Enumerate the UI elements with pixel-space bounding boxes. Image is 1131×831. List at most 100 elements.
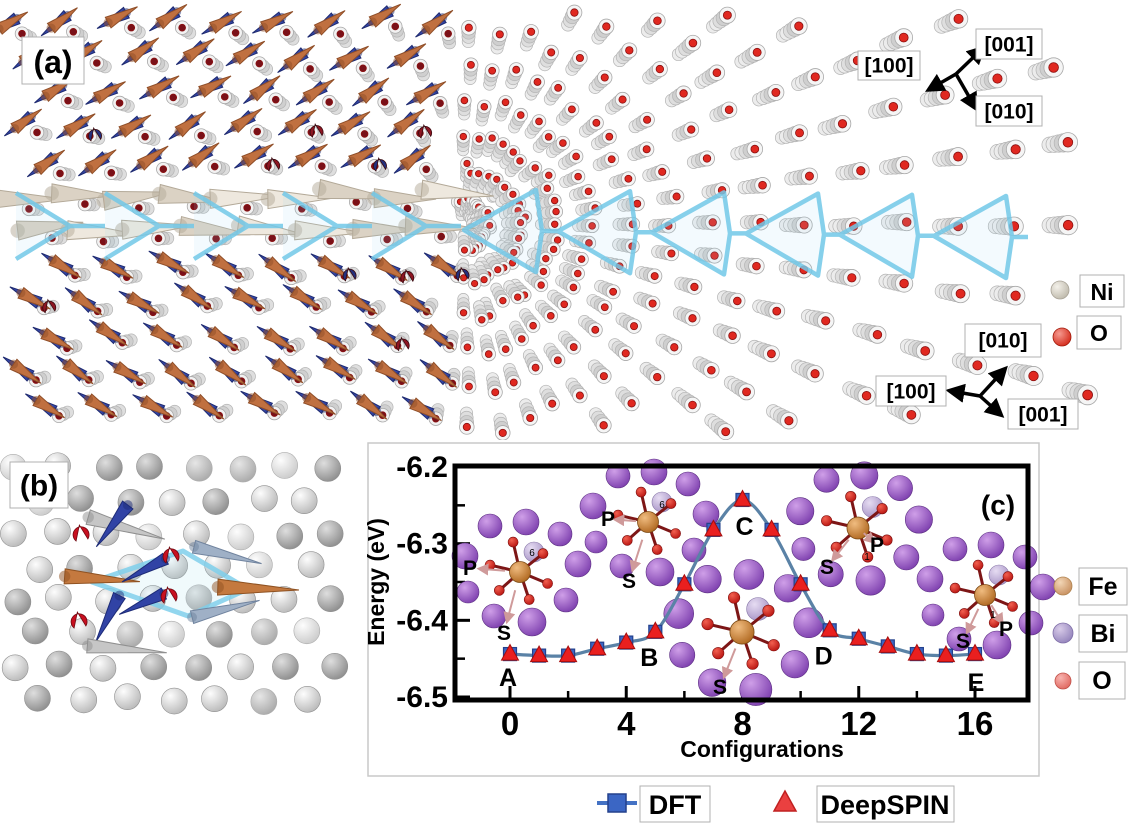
dft-marker-swatch: [607, 793, 627, 813]
o-atom-dot: [625, 46, 634, 55]
o-atom-dot: [742, 387, 751, 397]
spin-cone-orange: [317, 255, 327, 266]
o-atom-dot: [784, 416, 794, 426]
ni-sphere: [96, 454, 123, 481]
o-atom-dot: [758, 180, 767, 190]
o-atom-dot: [509, 148, 517, 156]
o-atom-dot: [467, 60, 475, 69]
o-atom-dot: [953, 13, 964, 24]
o-atom-dot: [464, 23, 473, 32]
spin-teardrop: [162, 545, 180, 564]
o-atom-dot: [501, 345, 510, 354]
o-atom-dot: [550, 196, 559, 205]
o-atom: [972, 559, 984, 571]
panel-a-spin-lattice: (a) [100] [001] [010] Ni O: [0, 3, 1125, 440]
o-atom-dot: [899, 160, 910, 170]
o-atom-dot: [861, 391, 872, 401]
ni-legend-label: Ni: [1091, 279, 1114, 305]
o-atom-dot: [178, 23, 186, 32]
o-atom-dot: [255, 59, 264, 68]
axis-001b-label: [001]: [1018, 404, 1067, 427]
panel-c-border: [367, 442, 1040, 777]
o-atom-dot: [542, 255, 550, 263]
spin-cone-orange: [39, 328, 49, 338]
o-atom-dot: [551, 220, 559, 228]
ni-sphere: [185, 654, 213, 681]
ni-sphere: [297, 551, 325, 578]
y-tick-label: -6.5: [396, 681, 448, 714]
o-atom-dot: [527, 27, 536, 36]
o-atom-dot: [501, 98, 510, 107]
wall-cone: [10, 223, 25, 238]
o-atom-dot: [653, 372, 662, 382]
spin-cone-orange: [315, 328, 325, 338]
s-label: S: [497, 622, 511, 645]
o-atom-dot: [658, 167, 667, 176]
bi-atom: [517, 607, 547, 637]
s-label: S: [956, 630, 970, 653]
spin-cone-orange: [145, 88, 155, 98]
o2-legend-label: O: [1092, 667, 1111, 695]
spin-cone-orange: [264, 257, 274, 267]
o-atom-dot: [771, 88, 781, 97]
s-label: S: [820, 556, 834, 579]
ni-atom-swatch: [1050, 280, 1070, 300]
o-atom-dot: [569, 343, 578, 351]
bi-atom: [916, 565, 944, 593]
atom-index: 1: [990, 610, 996, 621]
o-atom-dot: [210, 162, 219, 171]
o-atom-dot: [463, 159, 471, 168]
o-atom: [881, 534, 893, 546]
spin-cone-orange: [197, 87, 207, 97]
o-atom-dot: [1062, 137, 1074, 148]
spin-arrows: [58, 500, 300, 654]
axis-triad-top-right: [100] [001] [010]: [857, 28, 1043, 127]
ni-sphere: [158, 489, 186, 516]
fe-atom-swatch: [1053, 576, 1073, 596]
o-atom-dot: [499, 140, 507, 148]
spin-cone-orange: [230, 122, 240, 133]
y-tick-label: -6.4: [396, 604, 448, 637]
o-atom-dot: [588, 222, 596, 230]
wall-cone: [96, 193, 111, 208]
o-atom-dot: [724, 105, 734, 115]
spin-cone-orange: [180, 285, 190, 295]
chart-plot: A B C D E: [499, 489, 985, 697]
ni-sphere: [21, 617, 49, 645]
o-atom-dot: [471, 279, 479, 288]
axis-100-box: [857, 50, 921, 81]
p-label: P: [601, 508, 615, 531]
bi-atom: [817, 561, 844, 588]
x-tick-label: 0: [501, 705, 519, 742]
o-atom-dot: [670, 343, 679, 352]
o-atom-dot: [972, 360, 983, 371]
o-atom: [1002, 571, 1014, 582]
spin-cone-orange: [302, 393, 312, 403]
bi-legend-label: Bi: [1091, 620, 1116, 648]
o-atom: [876, 503, 888, 515]
deepspin-legend-box: [816, 785, 955, 823]
o-atom-dot: [383, 235, 391, 244]
axis-010b-label: [010]: [978, 330, 1027, 353]
wall-cone: [414, 182, 430, 197]
spin-teardrop: [266, 156, 281, 172]
bi-atom: [904, 505, 933, 534]
bi-atom: [645, 557, 675, 587]
o-atom-dot: [478, 316, 486, 324]
o-atom-dot: [722, 10, 732, 20]
config-point-label: C: [735, 513, 753, 541]
spin-cone-orange: [207, 327, 217, 337]
o-atom-dot: [352, 198, 360, 206]
o-atom-dot: [856, 166, 866, 176]
spin-cone-orange: [374, 257, 384, 268]
spin-cone-orange: [155, 252, 165, 262]
ni-sphere: [44, 518, 71, 545]
ni-sphere: [1, 654, 29, 682]
spin-teardrop: [72, 523, 90, 542]
spin-cone-orange: [313, 25, 323, 35]
spin-cone-orange: [127, 52, 137, 63]
o-atom-dot: [618, 95, 627, 104]
spin-cone-orange: [16, 288, 26, 298]
spin-cone-orange: [92, 93, 102, 103]
o-atom-dot: [690, 282, 699, 292]
